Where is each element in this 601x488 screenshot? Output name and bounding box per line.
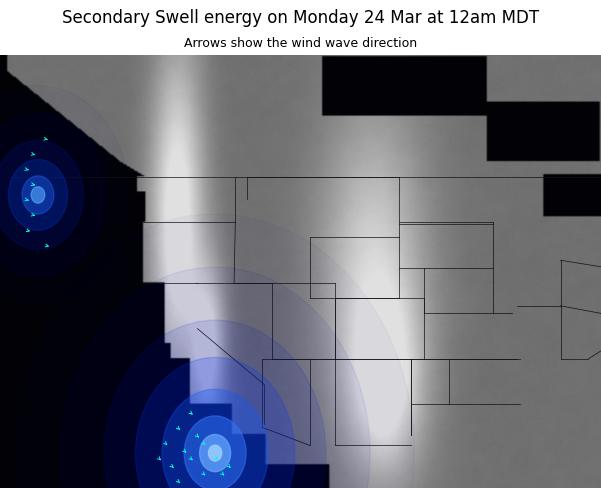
Circle shape — [162, 389, 268, 488]
Circle shape — [105, 321, 326, 488]
Circle shape — [209, 445, 222, 461]
Text: Secondary Swell energy on Monday 24 Mar at 12am MDT: Secondary Swell energy on Monday 24 Mar … — [62, 9, 539, 27]
Circle shape — [135, 358, 295, 488]
Text: Arrows show the wind wave direction: Arrows show the wind wave direction — [184, 37, 417, 50]
Circle shape — [31, 187, 45, 203]
Circle shape — [60, 267, 370, 488]
Circle shape — [184, 416, 246, 488]
Circle shape — [22, 177, 54, 215]
Circle shape — [8, 160, 67, 231]
Circle shape — [200, 435, 231, 472]
Circle shape — [0, 141, 84, 250]
Circle shape — [0, 114, 106, 277]
